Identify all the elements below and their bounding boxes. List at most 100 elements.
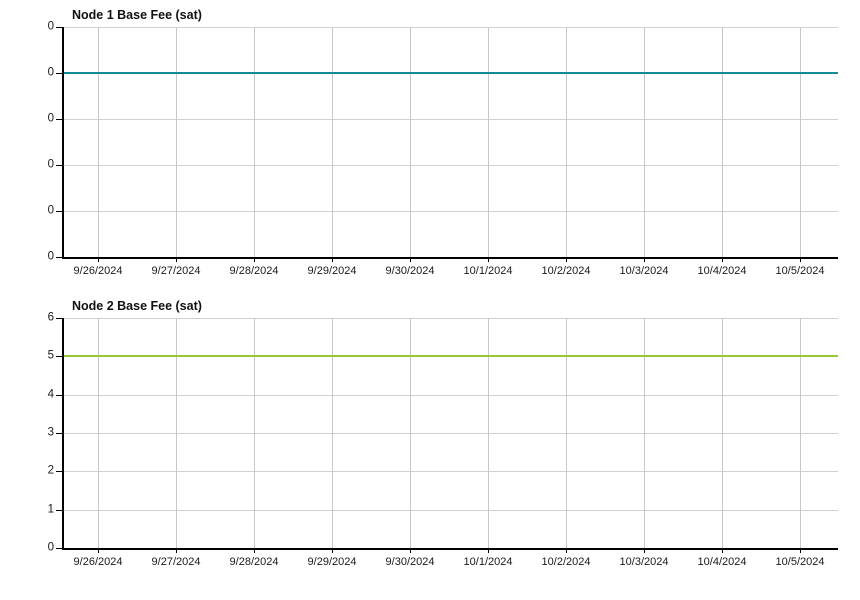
gridline-horizontal <box>62 471 838 472</box>
x-axis-tick-label: 10/5/2024 <box>775 265 825 277</box>
y-axis-tick-label: 3 <box>47 426 54 439</box>
x-axis-tick <box>98 257 100 262</box>
x-axis-tick <box>722 548 724 553</box>
gridline-vertical <box>332 318 333 548</box>
y-axis-tick <box>56 510 62 512</box>
gridline-vertical <box>722 27 723 257</box>
x-axis-tick-label: 9/29/2024 <box>307 265 357 277</box>
gridline-horizontal <box>62 510 838 511</box>
gridline-vertical <box>254 27 255 257</box>
x-axis-tick <box>800 548 802 553</box>
plot-area-node-2 <box>62 318 838 549</box>
y-axis-line-node-1 <box>62 27 64 258</box>
series-line-node-2-base-fee-sat <box>62 354 838 358</box>
gridline-horizontal <box>62 27 838 28</box>
y-axis-tick <box>56 471 62 473</box>
gridline-vertical <box>800 27 801 257</box>
x-axis-tick <box>332 548 334 553</box>
gridline-vertical <box>410 27 411 257</box>
x-axis-tick <box>800 257 802 262</box>
gridline-horizontal <box>62 318 838 319</box>
x-axis-tick-label: 9/28/2024 <box>229 556 279 568</box>
chart-title-node-2: Node 2 Base Fee (sat) <box>72 299 202 313</box>
x-axis-tick-label: 9/27/2024 <box>151 265 201 277</box>
y-axis-tick-label: 0 <box>47 204 54 217</box>
x-axis-tick-label: 9/26/2024 <box>73 556 123 568</box>
y-axis-tick <box>56 257 62 259</box>
y-axis-tick <box>56 318 62 320</box>
y-axis-tick-label: 6 <box>47 311 54 324</box>
y-axis-tick <box>56 27 62 29</box>
chart-title-node-1: Node 1 Base Fee (sat) <box>72 8 202 22</box>
x-axis-tick-label: 10/5/2024 <box>775 556 825 568</box>
y-axis-tick-label: 0 <box>47 20 54 33</box>
gridline-vertical <box>332 27 333 257</box>
x-axis-line-node-1 <box>62 257 838 259</box>
gridline-vertical <box>644 318 645 548</box>
y-axis-tick <box>56 395 62 397</box>
x-axis-tick-label: 9/30/2024 <box>385 556 435 568</box>
gridline-horizontal <box>62 119 838 120</box>
gridline-horizontal <box>62 395 838 396</box>
gridline-vertical <box>176 318 177 548</box>
y-axis-tick <box>56 73 62 75</box>
x-axis-tick <box>332 257 334 262</box>
chart-panel-node-1: Node 1 Base Fee (sat) 0 0 0 0 0 0 9/26/2024 9/… <box>0 0 860 295</box>
gridline-vertical <box>254 318 255 548</box>
y-axis-tick-label: 0 <box>47 158 54 171</box>
series-line-node-1-base-fee-sat <box>62 71 838 75</box>
gridline-vertical <box>566 27 567 257</box>
gridline-vertical <box>488 318 489 548</box>
y-axis-tick <box>56 211 62 213</box>
x-axis-tick-label: 10/4/2024 <box>697 265 747 277</box>
y-axis-tick-label: 5 <box>47 349 54 362</box>
y-axis-tick-label: 4 <box>47 388 54 401</box>
gridline-vertical <box>800 318 801 548</box>
x-axis-tick <box>410 257 412 262</box>
x-axis-tick <box>722 257 724 262</box>
gridline-horizontal <box>62 211 838 212</box>
gridline-vertical <box>488 27 489 257</box>
x-axis-tick <box>488 257 490 262</box>
gridline-vertical <box>176 27 177 257</box>
gridline-vertical <box>722 318 723 548</box>
gridline-vertical <box>410 318 411 548</box>
x-axis-line-node-2 <box>62 548 838 550</box>
x-axis-tick-label: 10/2/2024 <box>541 556 591 568</box>
x-axis-tick <box>644 548 646 553</box>
x-axis-tick-label: 9/27/2024 <box>151 556 201 568</box>
gridline-horizontal <box>62 433 838 434</box>
y-axis-tick-label: 2 <box>47 464 54 477</box>
y-axis-tick <box>56 165 62 167</box>
x-axis-tick <box>410 548 412 553</box>
x-axis-tick <box>254 548 256 553</box>
x-axis-tick <box>566 548 568 553</box>
y-axis-line-node-2 <box>62 318 64 549</box>
x-axis-tick-label: 10/3/2024 <box>619 265 669 277</box>
x-axis-tick <box>98 548 100 553</box>
x-axis-tick <box>566 257 568 262</box>
y-axis-tick <box>56 356 62 358</box>
chart-panel-node-2: Node 2 Base Fee (sat) 6 5 4 3 2 1 0 9/26/2024 9… <box>0 295 860 600</box>
x-axis-tick <box>176 257 178 262</box>
x-axis-tick-label: 10/4/2024 <box>697 556 747 568</box>
y-axis-tick-label: 1 <box>47 503 54 516</box>
plot-background <box>62 27 838 257</box>
x-axis-tick-label: 9/28/2024 <box>229 265 279 277</box>
x-axis-tick-label: 10/2/2024 <box>541 265 591 277</box>
plot-area-node-1 <box>62 27 838 258</box>
x-axis-tick-label: 10/1/2024 <box>463 265 513 277</box>
x-axis-tick-label: 9/26/2024 <box>73 265 123 277</box>
x-axis-tick <box>254 257 256 262</box>
y-axis-tick-label: 0 <box>47 541 54 554</box>
gridline-vertical <box>98 318 99 548</box>
x-axis-tick <box>488 548 490 553</box>
x-axis-tick-label: 10/1/2024 <box>463 556 513 568</box>
y-axis-tick-label: 0 <box>47 250 54 263</box>
x-axis-tick-label: 9/29/2024 <box>307 556 357 568</box>
gridline-vertical <box>98 27 99 257</box>
x-axis-tick-label: 9/30/2024 <box>385 265 435 277</box>
gridline-vertical <box>566 318 567 548</box>
gridline-horizontal <box>62 165 838 166</box>
